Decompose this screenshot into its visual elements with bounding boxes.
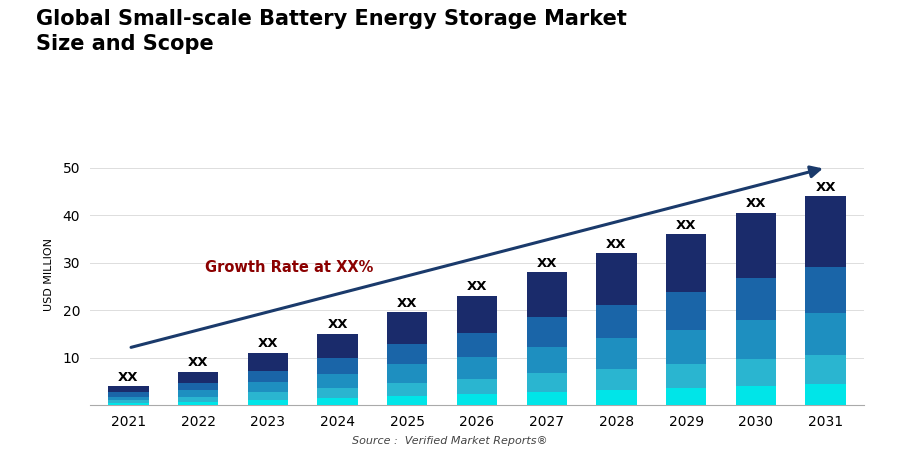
Bar bbox=[666, 388, 706, 405]
Bar bbox=[596, 390, 636, 405]
Bar bbox=[526, 317, 567, 346]
Y-axis label: USD MILLION: USD MILLION bbox=[44, 238, 54, 311]
Bar bbox=[318, 334, 358, 358]
Bar bbox=[248, 400, 288, 405]
Bar bbox=[596, 369, 636, 390]
Bar bbox=[596, 338, 636, 369]
Text: XX: XX bbox=[746, 198, 766, 211]
Bar bbox=[526, 272, 567, 317]
Bar bbox=[318, 374, 358, 388]
Bar bbox=[178, 397, 219, 402]
Bar bbox=[178, 383, 219, 391]
Bar bbox=[108, 386, 148, 392]
Bar bbox=[806, 384, 846, 405]
Bar bbox=[526, 373, 567, 392]
Text: XX: XX bbox=[257, 338, 278, 351]
Bar bbox=[108, 396, 148, 400]
Bar bbox=[387, 344, 428, 364]
Bar bbox=[457, 379, 497, 394]
Bar bbox=[596, 305, 636, 338]
Bar bbox=[108, 400, 148, 403]
Bar bbox=[596, 253, 636, 305]
Text: XX: XX bbox=[328, 319, 347, 332]
Bar bbox=[735, 213, 776, 278]
Text: Growth Rate at XX%: Growth Rate at XX% bbox=[205, 260, 374, 275]
Bar bbox=[806, 267, 846, 313]
Text: Global Small-scale Battery Energy Storage Market
Size and Scope: Global Small-scale Battery Energy Storag… bbox=[36, 9, 627, 54]
Bar bbox=[735, 278, 776, 320]
Bar bbox=[806, 355, 846, 384]
Bar bbox=[178, 372, 219, 383]
Bar bbox=[457, 296, 497, 333]
Bar bbox=[526, 392, 567, 405]
Bar bbox=[457, 394, 497, 405]
Text: Source :  Verified Market Reports®: Source : Verified Market Reports® bbox=[352, 436, 548, 446]
Bar bbox=[178, 402, 219, 405]
Bar bbox=[666, 364, 706, 388]
Bar bbox=[666, 292, 706, 330]
Bar bbox=[666, 330, 706, 364]
Bar bbox=[387, 396, 428, 405]
Bar bbox=[387, 312, 428, 344]
Bar bbox=[735, 320, 776, 359]
Text: XX: XX bbox=[676, 219, 697, 232]
Bar bbox=[666, 234, 706, 292]
Bar bbox=[108, 403, 148, 405]
Bar bbox=[248, 392, 288, 400]
Bar bbox=[108, 392, 148, 396]
Bar bbox=[735, 386, 776, 405]
Bar bbox=[248, 370, 288, 382]
Bar bbox=[387, 383, 428, 396]
Text: XX: XX bbox=[467, 280, 487, 293]
Bar bbox=[387, 364, 428, 383]
Bar bbox=[526, 346, 567, 373]
Text: XX: XX bbox=[536, 257, 557, 270]
Text: XX: XX bbox=[815, 181, 836, 194]
Bar bbox=[806, 196, 846, 267]
Bar bbox=[457, 357, 497, 379]
Text: XX: XX bbox=[607, 238, 626, 251]
Bar bbox=[178, 391, 219, 397]
Bar bbox=[457, 333, 497, 357]
Bar bbox=[248, 353, 288, 370]
Bar bbox=[735, 359, 776, 386]
Bar bbox=[318, 398, 358, 405]
Text: XX: XX bbox=[188, 356, 208, 369]
Text: XX: XX bbox=[397, 297, 418, 310]
Bar bbox=[318, 388, 358, 398]
Text: XX: XX bbox=[118, 371, 139, 384]
Bar bbox=[318, 358, 358, 374]
Bar bbox=[806, 313, 846, 355]
Bar bbox=[248, 382, 288, 392]
